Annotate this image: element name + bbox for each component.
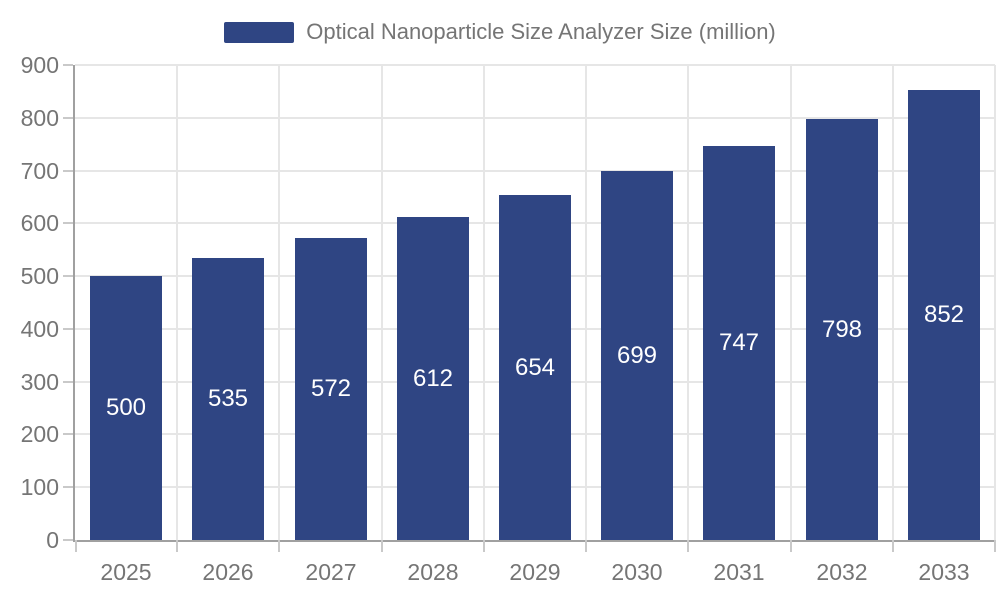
gridline-vertical	[380, 65, 383, 540]
gridline-horizontal	[75, 116, 995, 119]
gridline-vertical	[994, 65, 996, 540]
gridline-vertical	[891, 65, 894, 540]
bar-2027[interactable]: 572	[295, 238, 367, 540]
x-axis-label: 2032	[816, 559, 868, 585]
bar-2028[interactable]: 612	[397, 217, 469, 540]
gridline-horizontal	[75, 169, 995, 172]
bar-2025[interactable]: 500	[90, 276, 162, 540]
bar-2031[interactable]: 747	[703, 146, 775, 540]
x-axis-tick	[585, 540, 588, 552]
y-axis-tick	[63, 327, 73, 330]
y-axis-label: 700	[20, 157, 59, 184]
bar-2026[interactable]: 535	[192, 258, 264, 540]
x-axis-label: 2033	[918, 559, 970, 585]
bar-value-label: 654	[514, 353, 556, 381]
gridline-vertical	[278, 65, 281, 540]
y-axis-label: 900	[20, 52, 59, 78]
x-axis-tick	[482, 540, 485, 552]
x-axis-tick	[789, 540, 792, 552]
gridline-vertical	[176, 65, 179, 540]
y-axis-tick	[63, 275, 73, 278]
x-axis-tick	[891, 540, 894, 552]
y-axis-tick	[63, 486, 73, 489]
x-axis-tick	[687, 540, 690, 552]
y-axis-tick	[63, 64, 73, 66]
gridline-vertical	[789, 65, 792, 540]
x-axis-label: 2030	[611, 559, 663, 585]
y-axis-label: 500	[20, 263, 59, 290]
bar-value-label: 747	[718, 329, 760, 356]
gridline-vertical	[687, 65, 690, 540]
plot-area: 0 100 200 300 400 500 600 700 800 900 500 2025 535 20…	[21, 52, 996, 585]
x-axis-label: 2026	[202, 559, 254, 585]
legend[interactable]: Optical Nanoparticle Size Analyzer Size …	[0, 20, 1000, 44]
x-axis-tick	[176, 540, 179, 552]
x-axis-tick	[75, 540, 77, 552]
gridline-vertical	[585, 65, 588, 540]
y-axis-tick	[63, 222, 73, 225]
x-axis-label: 2029	[509, 559, 561, 585]
y-axis-tick	[63, 380, 73, 383]
bar-value-label: 798	[821, 315, 863, 343]
x-axis-label: 2031	[713, 559, 765, 585]
x-axis-tick	[994, 540, 996, 552]
y-axis-tick	[63, 433, 73, 436]
legend-label: Optical Nanoparticle Size Analyzer Size …	[306, 19, 776, 44]
bar-2032[interactable]: 798	[806, 119, 878, 540]
bar-value-label: 699	[616, 341, 658, 369]
bar-value-label: 852	[923, 301, 965, 328]
bar-2030[interactable]: 699	[601, 171, 673, 540]
y-axis-tick	[63, 116, 73, 119]
x-axis-label: 2028	[407, 559, 459, 585]
y-axis-label: 300	[20, 368, 59, 395]
y-axis-label: 800	[20, 104, 59, 131]
legend-swatch	[224, 21, 295, 43]
bar-value-label: 572	[310, 375, 352, 402]
bar-value-label: 500	[105, 394, 147, 421]
y-axis-label: 200	[20, 421, 59, 448]
bar-value-label: 535	[207, 385, 249, 412]
y-axis-label: 400	[20, 315, 59, 342]
y-axis-label: 0	[46, 527, 59, 553]
y-axis-label: 100	[20, 474, 59, 501]
x-axis-tick	[380, 540, 383, 552]
bar-2029[interactable]: 654	[499, 195, 571, 540]
y-axis-tick	[63, 539, 73, 541]
y-axis-tick	[63, 169, 73, 172]
gridline-horizontal	[75, 64, 995, 66]
x-axis-label: 2025	[100, 559, 152, 585]
x-axis-label: 2027	[305, 559, 357, 585]
x-axis-tick	[278, 540, 281, 552]
bar-value-label: 612	[412, 364, 454, 392]
gridline-vertical	[482, 65, 485, 540]
y-axis-label: 600	[20, 210, 59, 237]
bar-2033[interactable]: 852	[908, 90, 980, 540]
